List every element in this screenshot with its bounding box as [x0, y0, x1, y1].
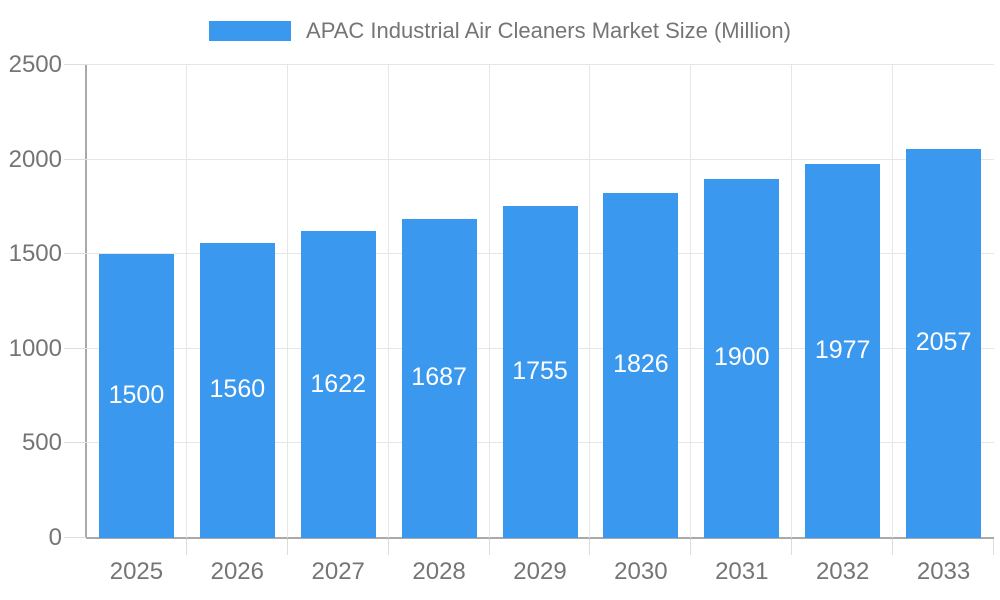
- y-axis-label: 1500: [8, 240, 62, 268]
- x-axis-label: 2033: [916, 558, 971, 585]
- x-axis-label: 2031: [715, 558, 769, 585]
- plot-area: 1500 1560 1622 1687 1755 1826 1900 1977 2057: [86, 64, 994, 538]
- y-axis-label: 1000: [8, 334, 62, 362]
- v-gridline: [690, 65, 692, 538]
- v-gridline: [185, 65, 187, 538]
- legend-label: APAC Industrial Air Cleaners Market Size…: [306, 18, 791, 43]
- bar[interactable]: 1900: [704, 178, 780, 538]
- y-axis-line: [85, 65, 87, 538]
- y-axis-tick: [64, 158, 86, 160]
- bar-value-label: 1560: [209, 375, 266, 404]
- x-axis-tick: [185, 539, 187, 555]
- x-axis-label: 2028: [412, 558, 466, 585]
- bar[interactable]: 1755: [502, 205, 578, 538]
- x-axis-tick: [993, 539, 994, 555]
- v-gridline: [791, 65, 793, 538]
- bar-value-label: 1977: [814, 335, 871, 364]
- bar-value-label: 1900: [713, 343, 770, 372]
- y-axis-tick: [64, 442, 86, 444]
- x-axis-label: 2026: [210, 558, 264, 585]
- v-gridline: [589, 65, 591, 538]
- x-axis-label: 2025: [109, 558, 164, 585]
- bar-value-label: 1687: [411, 363, 467, 392]
- legend-swatch-icon: [209, 21, 292, 41]
- x-axis-label: 2027: [311, 558, 365, 585]
- y-axis-label: 2000: [8, 145, 62, 173]
- v-gridline: [286, 65, 288, 538]
- bar[interactable]: 1622: [300, 231, 376, 538]
- y-axis-tick: [64, 253, 86, 255]
- x-axis-tick: [589, 539, 591, 555]
- bar-value-label: 1826: [613, 350, 669, 379]
- x-axis-tick: [488, 539, 490, 555]
- x-axis-tick: [286, 539, 288, 555]
- v-gridline: [387, 65, 389, 538]
- y-axis-tick: [64, 537, 86, 538]
- h-gridline: [86, 64, 994, 65]
- x-axis-label: 2032: [815, 558, 870, 585]
- bar[interactable]: 1826: [603, 192, 679, 538]
- v-gridline: [892, 65, 894, 538]
- v-gridline: [488, 65, 490, 538]
- bar[interactable]: 2057: [906, 148, 982, 538]
- bar[interactable]: 1500: [98, 254, 174, 538]
- bar[interactable]: 1977: [805, 163, 881, 538]
- bar-value-label: 1500: [108, 381, 165, 410]
- bar-value-label: 1622: [310, 369, 367, 398]
- x-axis-tick: [791, 539, 793, 555]
- y-axis-tick: [64, 347, 86, 349]
- y-axis-label: 0: [48, 524, 62, 551]
- x-axis-line: [86, 537, 994, 539]
- bar[interactable]: 1687: [401, 218, 477, 538]
- x-axis-tick: [892, 539, 894, 555]
- y-axis-label: 2500: [8, 51, 62, 78]
- x-axis-tick: [690, 539, 692, 555]
- legend[interactable]: APAC Industrial Air Cleaners Market Size…: [0, 14, 1000, 48]
- x-axis-label: 2030: [614, 558, 668, 585]
- x-axis-tick: [387, 539, 389, 555]
- y-axis-label: 500: [21, 429, 62, 457]
- y-axis-tick: [64, 64, 86, 65]
- x-axis-label: 2029: [513, 558, 567, 585]
- bar[interactable]: 1560: [199, 242, 275, 538]
- bar-value-label: 2057: [915, 328, 972, 357]
- h-gridline: [86, 158, 994, 160]
- bar-value-label: 1755: [512, 356, 568, 385]
